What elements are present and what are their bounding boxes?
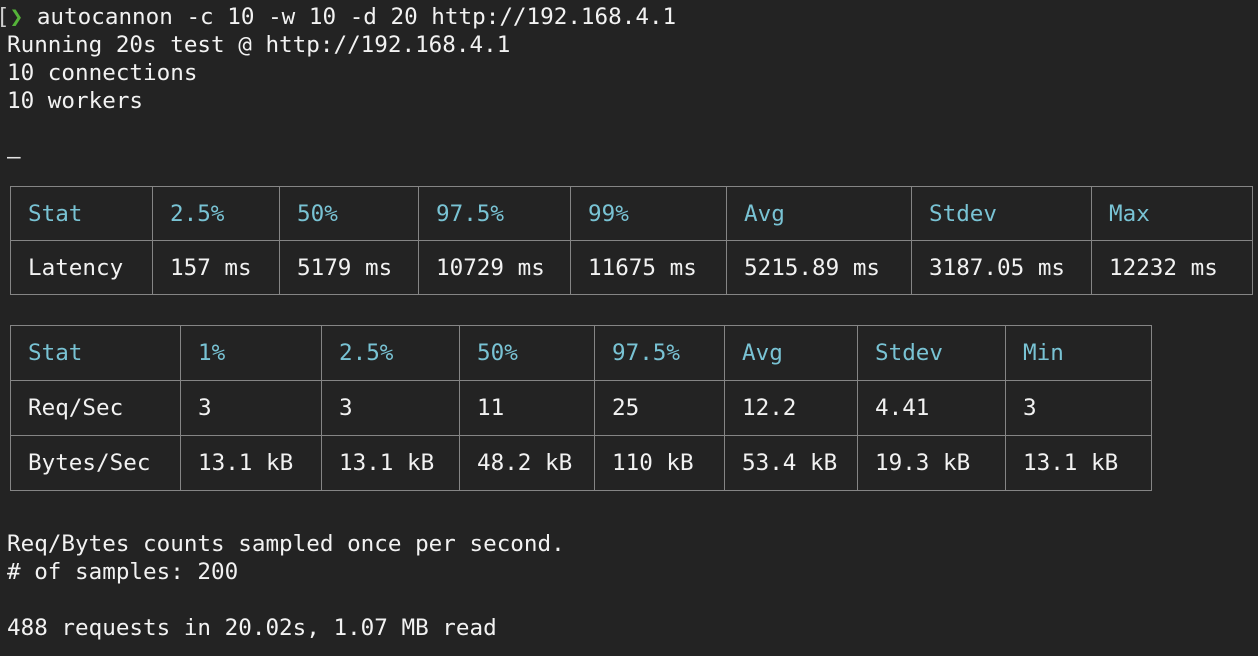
bytessec-value-p1: 13.1 kB: [180, 435, 322, 491]
latency-table-data-row: Latency 157 ms 5179 ms 10729 ms 11675 ms…: [10, 240, 1253, 295]
throughput-header-p50: 50%: [459, 325, 595, 381]
reqsec-value-avg: 12.2: [724, 380, 858, 436]
sample-count: # of samples: 200: [7, 559, 239, 585]
prompt-line: [❯ autocannon -c 10 -w 10 -d 20 http://1…: [0, 3, 1258, 31]
reqsec-value-min: 3: [1005, 380, 1152, 436]
latency-value-p99: 11675 ms: [570, 240, 727, 295]
latency-header-max: Max: [1091, 186, 1253, 241]
latency-value-avg: 5215.89 ms: [726, 240, 912, 295]
prompt-chevron-icon: ❯: [9, 4, 24, 30]
latency-header-p2_5: 2.5%: [152, 186, 280, 241]
throughput-table-header-row: Stat 1% 2.5% 50% 97.5% Avg Stdev Min: [10, 325, 1152, 381]
latency-value-p2_5: 157 ms: [152, 240, 280, 295]
latency-row-label: Latency: [10, 240, 153, 295]
throughput-header-p2_5: 2.5%: [321, 325, 460, 381]
blank-line: [7, 115, 1258, 143]
latency-header-stdev: Stdev: [911, 186, 1092, 241]
reqsec-row: Req/Sec 3 3 11 25 12.2 4.41 3: [10, 380, 1152, 436]
throughput-header-p1: 1%: [180, 325, 322, 381]
bytessec-row-label: Bytes/Sec: [10, 435, 181, 491]
latency-header-p50: 50%: [279, 186, 419, 241]
throughput-table: Stat 1% 2.5% 50% 97.5% Avg Stdev Min Req…: [10, 325, 1152, 491]
latency-table: Stat 2.5% 50% 97.5% 99% Avg Stdev Max La…: [10, 186, 1253, 295]
latency-header-stat: Stat: [10, 186, 153, 241]
status-line-connections: 10 connections: [7, 60, 198, 86]
latency-value-p50: 5179 ms: [279, 240, 419, 295]
spinner-dash: –: [7, 144, 21, 170]
latency-value-stdev: 3187.05 ms: [911, 240, 1092, 295]
blank-line: [7, 586, 1258, 614]
reqsec-value-p2_5: 3: [321, 380, 460, 436]
reqsec-value-p50: 11: [459, 380, 595, 436]
status-line-running: Running 20s test @ http://192.168.4.1: [7, 32, 511, 58]
bytessec-value-p50: 48.2 kB: [459, 435, 595, 491]
throughput-header-p97_5: 97.5%: [594, 325, 725, 381]
throughput-header-stat: Stat: [10, 325, 181, 381]
bytessec-value-p97_5: 110 kB: [594, 435, 725, 491]
latency-value-max: 12232 ms: [1091, 240, 1253, 295]
reqsec-value-stdev: 4.41: [857, 380, 1006, 436]
sampling-note: Req/Bytes counts sampled once per second…: [7, 531, 565, 557]
status-line-workers: 10 workers: [7, 88, 144, 114]
summary-line: 488 requests in 20.02s, 1.07 MB read: [7, 615, 497, 641]
prompt-bracket: [: [0, 3, 10, 31]
reqsec-row-label: Req/Sec: [10, 380, 181, 436]
throughput-header-avg: Avg: [724, 325, 858, 381]
summary-block: Req/Bytes counts sampled once per second…: [7, 530, 1258, 642]
latency-header-p99: 99%: [570, 186, 727, 241]
throughput-header-min: Min: [1005, 325, 1152, 381]
throughput-header-stdev: Stdev: [857, 325, 1006, 381]
bytessec-value-avg: 53.4 kB: [724, 435, 858, 491]
reqsec-value-p1: 3: [180, 380, 322, 436]
latency-header-p97_5: 97.5%: [418, 186, 571, 241]
command-text: autocannon -c 10 -w 10 -d 20 http://192.…: [36, 4, 677, 30]
bytessec-value-p2_5: 13.1 kB: [321, 435, 460, 491]
latency-value-p97_5: 10729 ms: [418, 240, 571, 295]
latency-header-avg: Avg: [726, 186, 912, 241]
bytessec-value-min: 13.1 kB: [1005, 435, 1152, 491]
reqsec-value-p97_5: 25: [594, 380, 725, 436]
bytessec-row: Bytes/Sec 13.1 kB 13.1 kB 48.2 kB 110 kB…: [10, 435, 1152, 491]
bytessec-value-stdev: 19.3 kB: [857, 435, 1006, 491]
latency-table-header-row: Stat 2.5% 50% 97.5% 99% Avg Stdev Max: [10, 186, 1253, 241]
